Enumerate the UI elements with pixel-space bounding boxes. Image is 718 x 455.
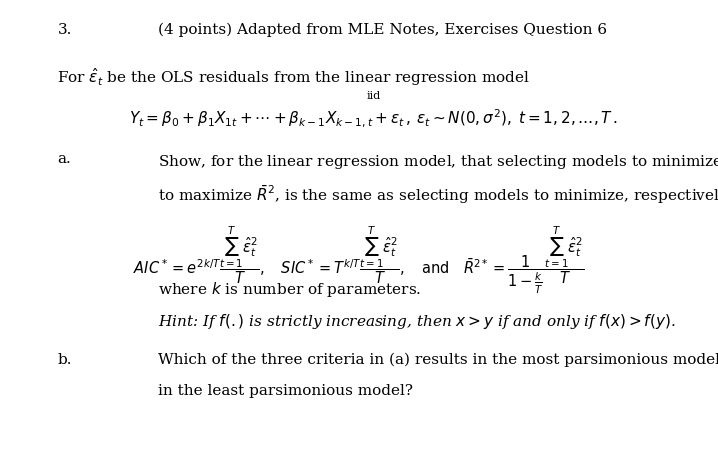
Text: b.: b. xyxy=(57,353,72,367)
Text: $AIC^* = e^{2k/T}\dfrac{\sum_{t=1}^{T}\hat{\varepsilon}_t^{2}}{T},\quad SIC^* = : $AIC^* = e^{2k/T}\dfrac{\sum_{t=1}^{T}\h… xyxy=(133,225,585,296)
Text: iid: iid xyxy=(366,91,381,101)
Text: where $k$ is number of parameters.: where $k$ is number of parameters. xyxy=(158,280,421,299)
Text: For $\hat{\varepsilon}_t$ be the OLS residuals from the linear regression model: For $\hat{\varepsilon}_t$ be the OLS res… xyxy=(57,66,531,88)
Text: Hint: If $f(.)$ is strictly increasing, then $x > y$ if and only if $f(x) > f(y): Hint: If $f(.)$ is strictly increasing, … xyxy=(158,312,676,331)
Text: Show, for the linear regression model, that selecting models to minimize $AIC$, : Show, for the linear regression model, t… xyxy=(158,152,718,172)
Text: a.: a. xyxy=(57,152,71,167)
Text: to maximize $\bar{R}^2$, is the same as selecting models to minimize, respective: to maximize $\bar{R}^2$, is the same as … xyxy=(158,184,718,207)
Text: Which of the three criteria in (a) results in the most parsimonious model? Which: Which of the three criteria in (a) resul… xyxy=(158,353,718,367)
Text: 3.: 3. xyxy=(57,23,72,37)
Text: in the least parsimonious model?: in the least parsimonious model? xyxy=(158,384,413,399)
Text: (4 points) Adapted from MLE Notes, Exercises Question 6: (4 points) Adapted from MLE Notes, Exerc… xyxy=(158,23,607,37)
Text: $Y_t = \beta_0 + \beta_1 X_{1t} + \cdots + \beta_{k-1} X_{k-1,t} + \varepsilon_t: $Y_t = \beta_0 + \beta_1 X_{1t} + \cdots… xyxy=(129,107,618,129)
